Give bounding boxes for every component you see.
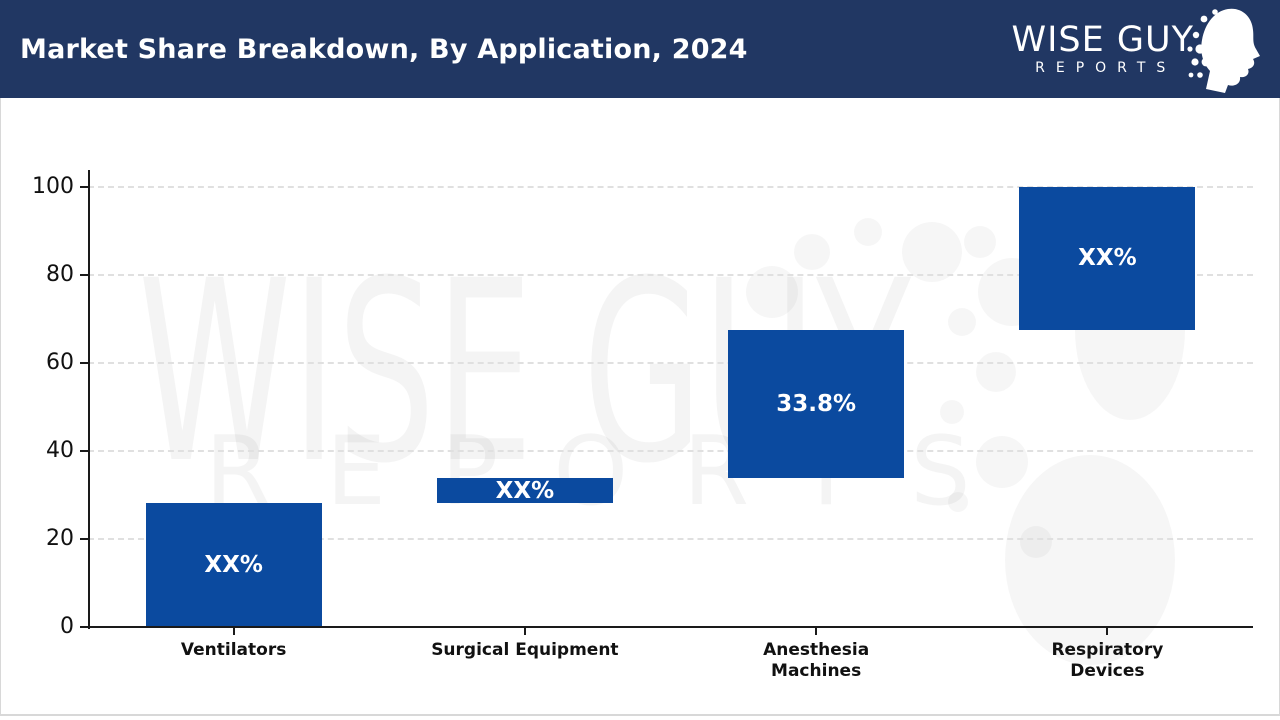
y-axis-tick-label: 20	[46, 526, 74, 551]
y-axis-tick-mark	[80, 362, 88, 364]
y-axis-tick-mark	[80, 186, 88, 188]
y-axis-tick-mark	[80, 274, 88, 276]
gridline	[88, 538, 1253, 540]
x-axis-category-label: Surgical Equipment	[431, 640, 619, 660]
x-axis-tick-mark	[1106, 628, 1109, 635]
gridline	[88, 450, 1253, 452]
x-axis-tick-mark	[232, 628, 235, 635]
logo-brand-name: WISE GUY	[1011, 20, 1194, 60]
y-axis-tick-mark	[80, 450, 88, 452]
gridline	[88, 274, 1253, 276]
gridline	[88, 186, 1253, 188]
header-bar: Market Share Breakdown, By Application, …	[0, 0, 1280, 98]
x-axis-category-label: Respiratory Devices	[1051, 640, 1164, 681]
logo-brand-subtitle: REPORTS	[1035, 60, 1177, 76]
wiseguy-logo: WISE GUY REPORTS	[1011, 5, 1266, 93]
page-title: Market Share Breakdown, By Application, …	[20, 33, 748, 65]
bar-respiratory-devices: XX%	[1019, 187, 1196, 330]
bar-value-label: XX%	[1078, 245, 1137, 272]
bar-surgical-equipment: XX%	[436, 477, 613, 504]
bar-value-label: XX%	[495, 477, 555, 504]
x-axis-tick-mark	[815, 628, 818, 635]
bar-value-label: 33.8%	[776, 390, 857, 417]
bar-value-label: XX%	[204, 551, 263, 578]
y-axis-line	[88, 170, 90, 629]
gridline	[88, 362, 1253, 364]
wiseguy-logo-text: WISE GUY REPORTS	[1011, 21, 1194, 77]
bar-anesthesia-machines: 33.8%	[728, 329, 905, 479]
y-axis-tick-mark	[80, 538, 88, 540]
x-axis-category-label: Ventilators	[180, 640, 287, 660]
y-axis-tick-label: 100	[32, 174, 74, 199]
x-axis-category-label: Anesthesia Machines	[763, 640, 870, 681]
x-axis-tick-mark	[523, 628, 526, 635]
y-axis-tick-label: 0	[60, 614, 74, 639]
bar-ventilators: XX%	[145, 502, 322, 627]
y-axis-tick-label: 80	[46, 262, 74, 287]
y-axis-tick-label: 40	[46, 438, 74, 463]
x-axis-line	[87, 626, 1253, 628]
y-axis-tick-mark	[80, 626, 88, 628]
y-axis-tick-label: 60	[46, 350, 74, 375]
face-profile-dots-icon	[1187, 8, 1260, 93]
